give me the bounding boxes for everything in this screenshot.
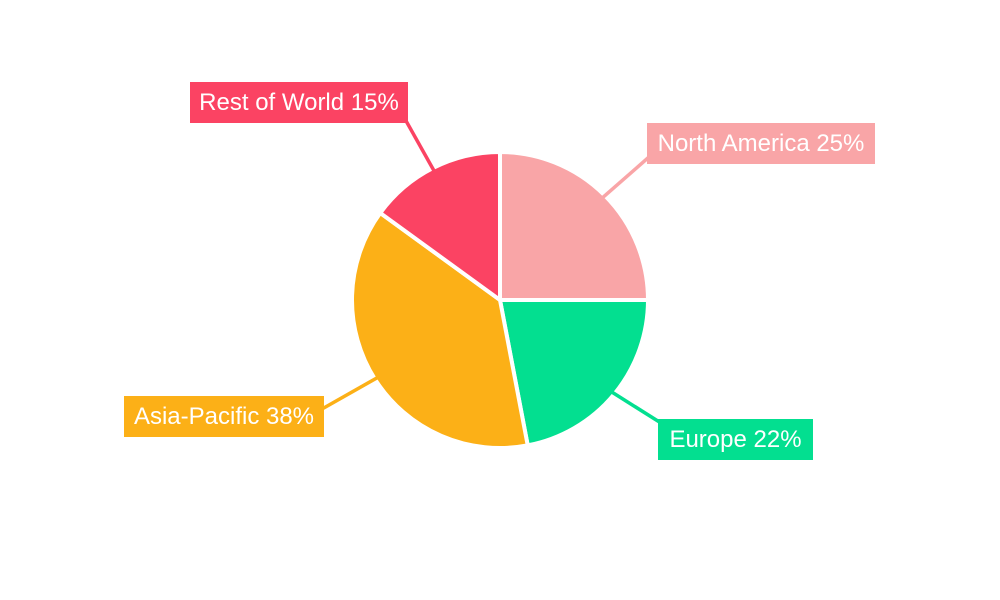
- leader-line-north-america: [599, 155, 651, 201]
- leader-line-rest-of-world: [403, 118, 438, 175]
- slice-label-europe: Europe 22%: [658, 419, 813, 460]
- slice-label-rest-of-world: Rest of World 15%: [190, 82, 408, 123]
- pie-slice-north-america: [498, 150, 650, 302]
- leader-line-asia-pacific: [321, 374, 381, 411]
- slice-label-asia-pacific: Asia-Pacific 38%: [124, 396, 324, 437]
- slice-label-north-america: North America 25%: [647, 123, 875, 164]
- leader-line-europe: [608, 389, 662, 425]
